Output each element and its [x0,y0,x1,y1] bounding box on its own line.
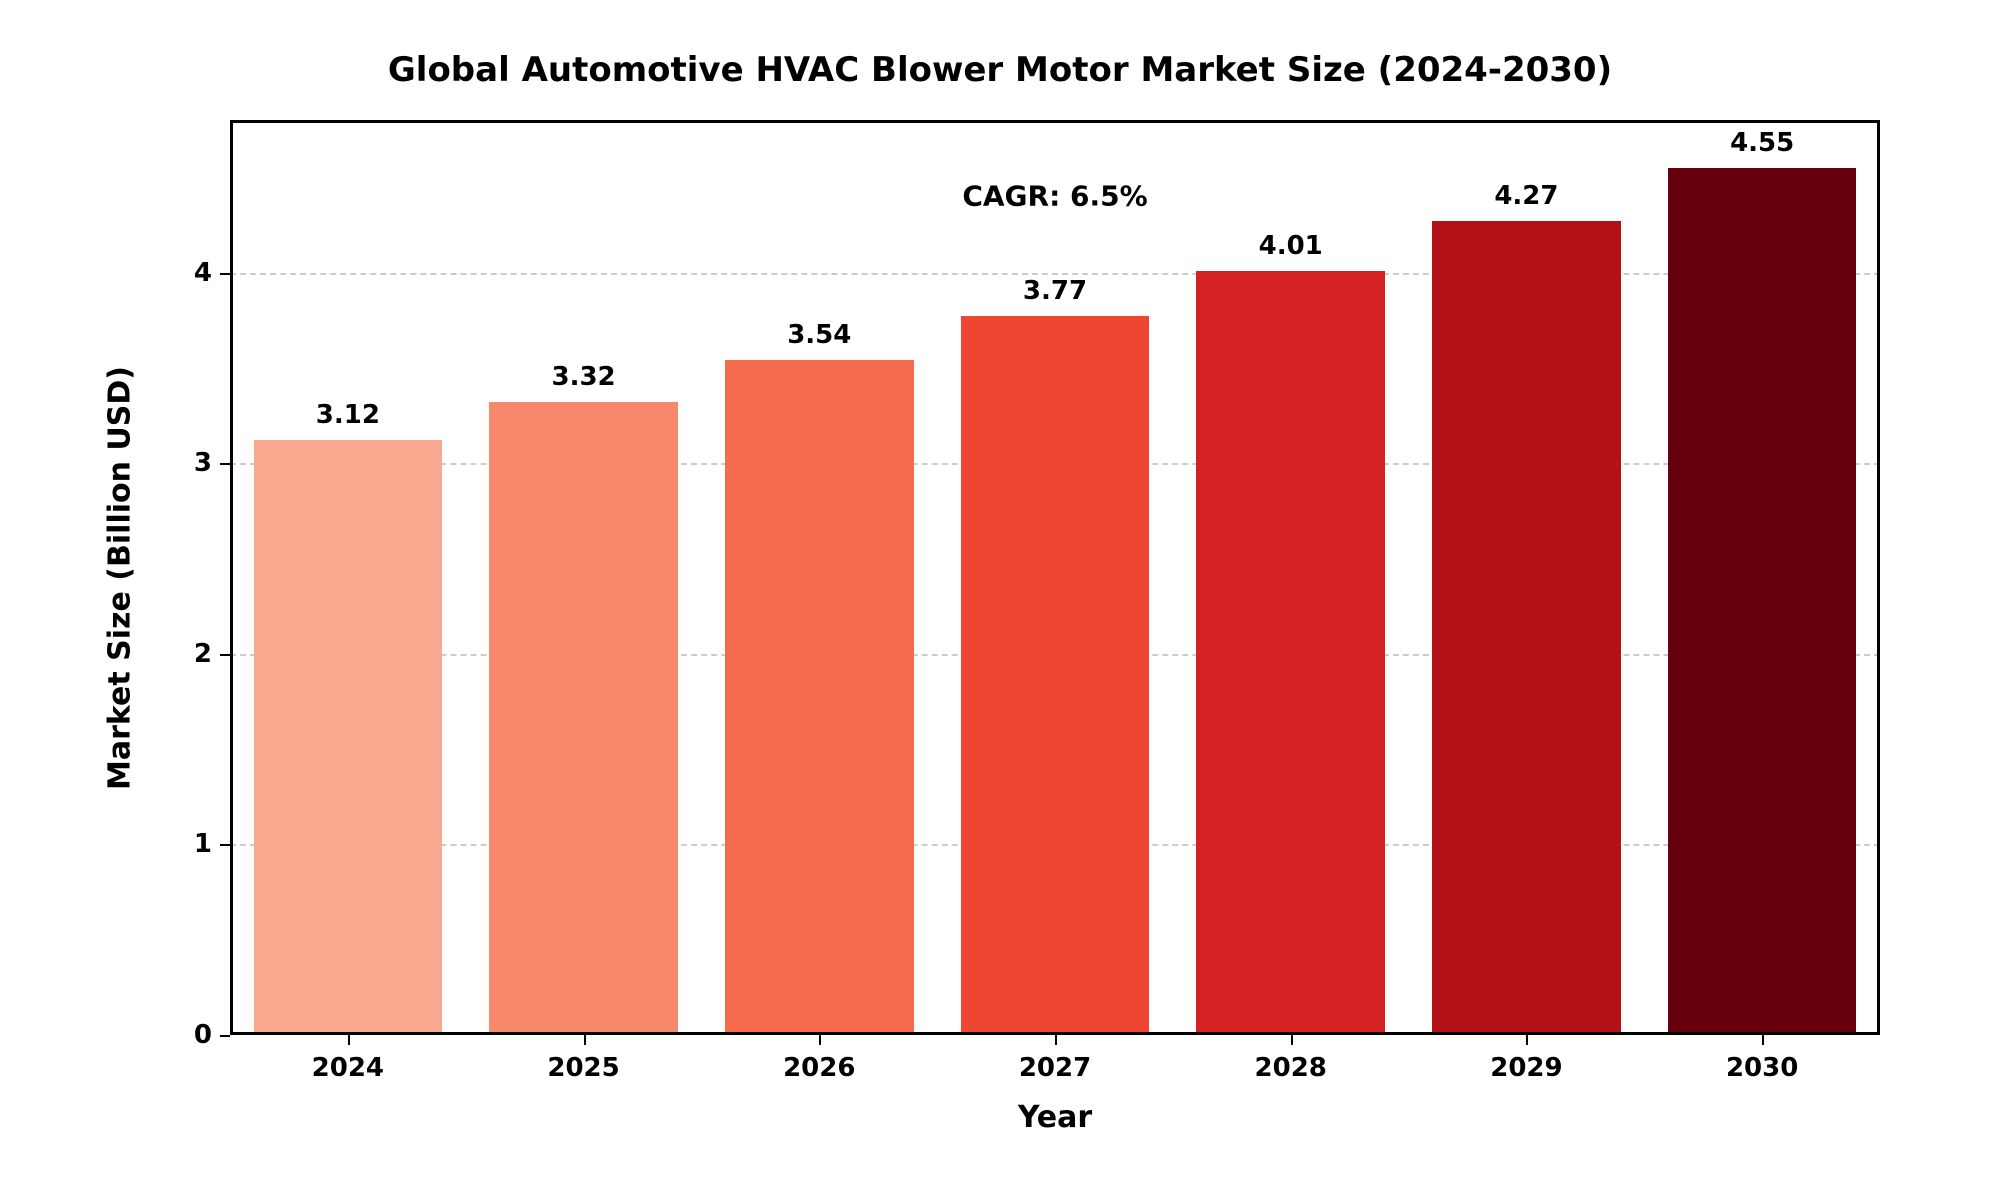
x-axis-label: Year [1018,1100,1092,1135]
bar-value-label: 4.27 [1494,181,1558,211]
bar-value-label: 3.32 [551,362,615,392]
x-tick-label: 2026 [783,1035,855,1083]
y-tick-label: 2 [194,639,230,669]
bar-value-label: 3.54 [787,320,851,350]
bar [1668,168,1857,1035]
chart-title: Global Automotive HVAC Blower Motor Mark… [0,50,2000,90]
bar [961,316,1150,1035]
y-tick-label: 3 [194,448,230,478]
bar [1432,221,1621,1035]
y-tick-label: 0 [194,1020,230,1050]
bar [489,402,678,1035]
bar-value-label: 3.12 [316,400,380,430]
bar [725,360,914,1035]
y-tick-label: 1 [194,829,230,859]
plot-area: 012343.1220243.3220253.5420263.7720274.0… [230,120,1880,1035]
cagr-annotation: CAGR: 6.5% [962,180,1147,213]
y-tick-label: 4 [194,258,230,288]
bar-value-label: 3.77 [1023,276,1087,306]
x-tick-label: 2027 [1019,1035,1091,1083]
y-axis-label: Market Size (Billion USD) [103,365,138,789]
bar [254,440,443,1035]
x-tick-label: 2029 [1490,1035,1562,1083]
x-tick-label: 2024 [312,1035,384,1083]
bar-value-label: 4.01 [1259,231,1323,261]
bar-value-label: 4.55 [1730,128,1794,158]
chart-container: Global Automotive HVAC Blower Motor Mark… [0,0,2000,1200]
x-tick-label: 2030 [1726,1035,1798,1083]
x-tick-label: 2028 [1255,1035,1327,1083]
gridline [230,273,1880,275]
x-tick-label: 2025 [547,1035,619,1083]
bar [1196,271,1385,1035]
